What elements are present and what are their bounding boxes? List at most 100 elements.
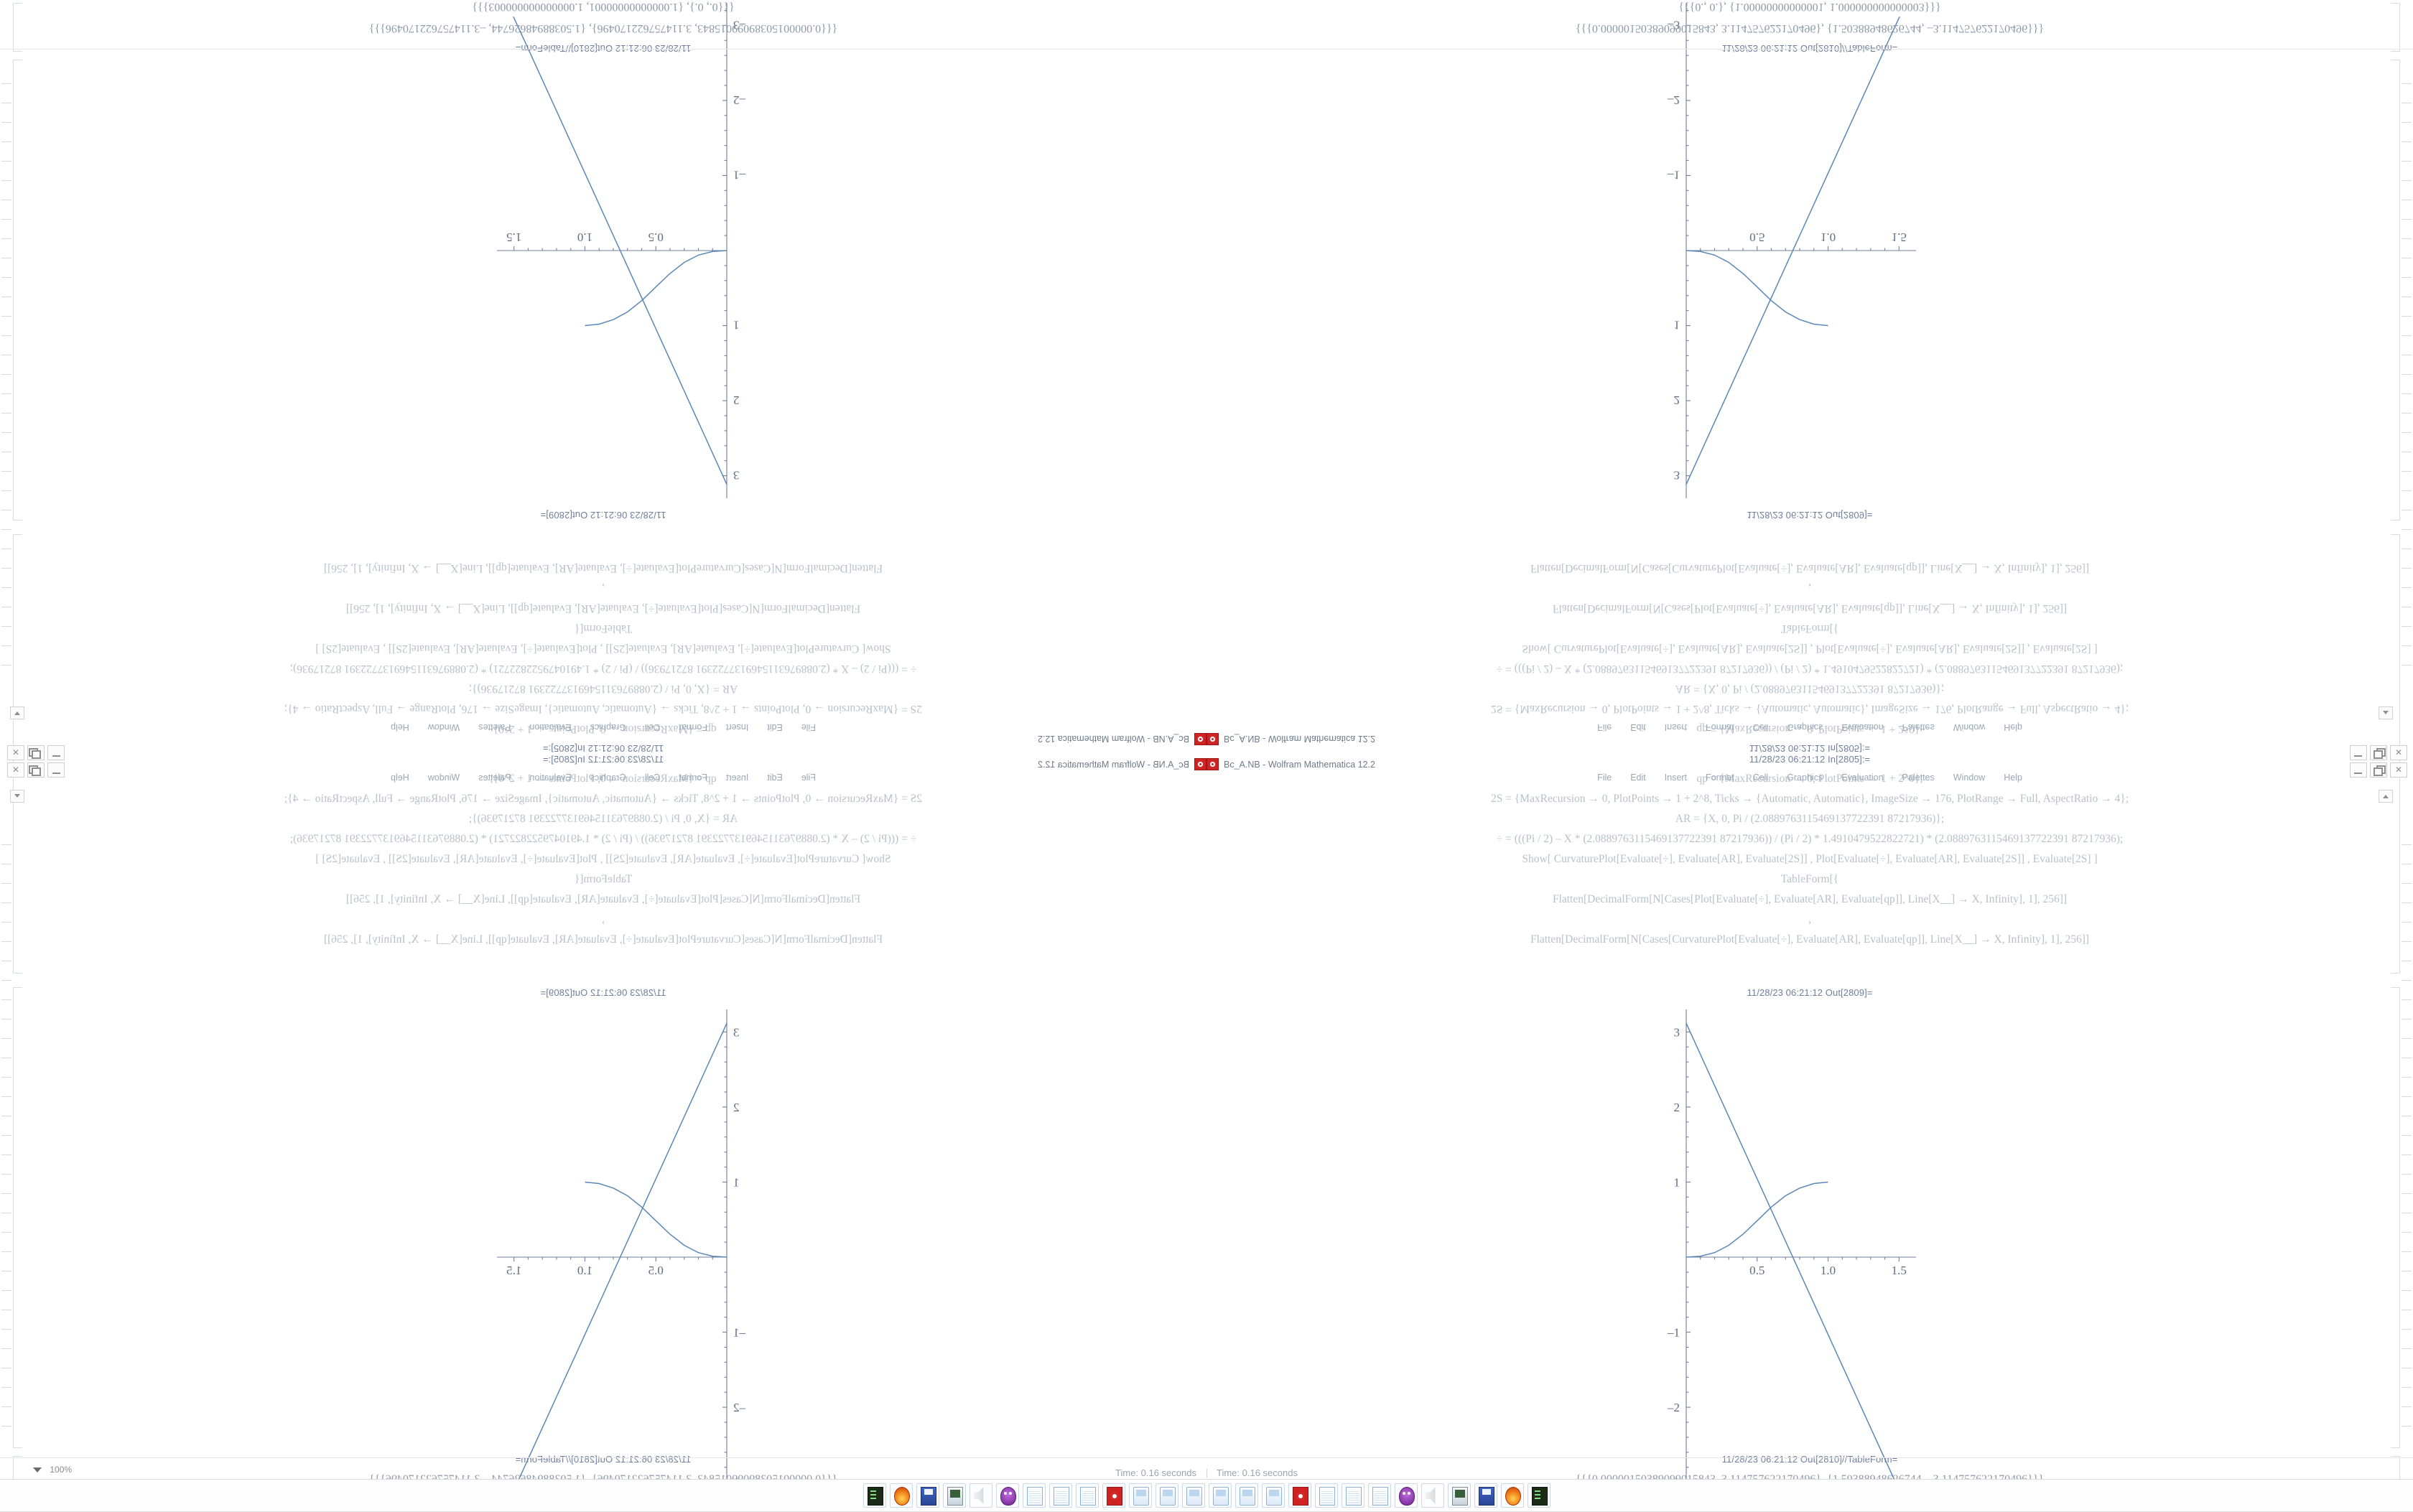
scroll-up-arrow-right[interactable] [2379,706,2393,719]
menu-item-edit[interactable]: Edit [767,773,783,783]
restore-button[interactable] [2370,745,2387,760]
menu-item-graphics[interactable]: Graphics [590,722,626,732]
close-button[interactable] [7,762,24,778]
taskbar-button[interactable] [1367,1483,1391,1508]
scroll-down-arrow-left[interactable] [10,706,24,719]
cell-bracket[interactable] [2391,987,2400,1448]
code-line[interactable]: 2S = {MaxRecursion → 0, PlotPoints → 1 +… [284,793,923,805]
cell-bracket[interactable] [2391,3,2400,52]
taskbar-button[interactable] [1128,1483,1152,1508]
input-cell[interactable]: 11/28/23 06:21:12 In[2805]:= qp = {MaxRec… [0,754,1206,950]
taskbar-button[interactable] [1049,1483,1072,1508]
window-controls-right-lower[interactable] [2350,762,2407,778]
taskbar-button[interactable] [916,1483,939,1508]
code-line[interactable]: Flatten[DecimalForm[N[Cases[Plot[Evaluat… [1552,893,2068,905]
code-line[interactable]: Flatten[DecimalForm[N[Cases[CurvaturePlo… [1530,933,2090,946]
code-line[interactable]: TableForm[{ [1780,873,1839,885]
taskbar-button[interactable] [1394,1483,1418,1508]
table-output-cell[interactable]: 11/28/23 06:21:12 Out[2810]//TableForm={… [0,0,1206,54]
taskbar-button[interactable] [1341,1483,1364,1508]
minimize-button[interactable] [2350,762,2367,778]
cell-bracket[interactable] [2391,60,2400,521]
taskbar-button[interactable] [1500,1483,1524,1508]
menu-item-help[interactable]: Help [391,773,409,783]
menu-item-edit[interactable]: Edit [767,722,783,732]
menu-item-graphics[interactable]: Graphics [590,773,626,783]
menu-item-edit[interactable]: Edit [1630,773,1646,783]
window-controls-left-upper[interactable] [7,745,65,760]
code-line[interactable]: , [1808,913,1811,925]
menu-item-evaluation[interactable]: Evaluation [1841,773,1884,783]
taskbar-button[interactable] [1527,1483,1550,1508]
code-line[interactable]: ÷ = (((Pi / 2) – X * (2.0889763115469137… [289,833,917,845]
scroll-down-arrow-right[interactable] [2379,790,2393,803]
scroll-up-arrow-left[interactable] [10,790,24,803]
code-line[interactable]: Flatten[DecimalForm[N[Cases[CurvaturePlo… [1530,562,2090,574]
menu-item-evaluation[interactable]: Evaluation [1841,722,1884,732]
zoom-level-bottom[interactable]: 100% [33,1465,72,1475]
cell-bracket[interactable] [13,987,22,1448]
code-line[interactable]: 2S = {MaxRecursion → 0, PlotPoints → 1 +… [284,703,923,715]
code-line[interactable]: Flatten[DecimalForm[N[Cases[Plot[Evaluat… [1552,602,2068,615]
taskbar-button[interactable] [863,1483,886,1508]
menu-item-insert[interactable]: Insert [725,773,749,783]
taskbar-button[interactable] [1022,1483,1046,1508]
window-controls-left-lower[interactable] [7,762,65,778]
code-line[interactable]: 2S = {MaxRecursion → 0, PlotPoints → 1 +… [1490,703,2129,715]
code-line[interactable]: Flatten[DecimalForm[N[Cases[CurvaturePlo… [323,562,883,574]
menu-item-help[interactable]: Help [391,722,409,732]
chevron-down-icon[interactable] [33,1467,42,1473]
menu-item-window[interactable]: Window [1953,773,1986,783]
restore-button[interactable] [2370,762,2387,778]
menu-item-format[interactable]: Format [1706,773,1734,783]
code-line[interactable]: qp = {MaxRecursion → 0, PlotPoints → 1 +… [1696,773,1923,785]
plot-output-cell[interactable]: 11/28/23 06:21:12 Out[2809]=0.51.01.5–3–… [0,987,1206,1508]
menu-item-file[interactable]: File [801,722,816,732]
code-line[interactable]: Show[ CurvaturePlot[Evaluate[÷], Evaluat… [1522,643,2098,655]
code-line[interactable]: AR = {X, 0, Pi / (2.08897631154691377223… [468,683,738,695]
menu-item-evaluation[interactable]: Evaluation [529,722,572,732]
menu-item-format[interactable]: Format [679,722,707,732]
menu-item-window[interactable]: Window [1953,722,1986,732]
restore-button[interactable] [27,745,45,760]
menu-item-file[interactable]: File [801,773,816,783]
code-line[interactable]: Show[ CurvaturePlot[Evaluate[÷], Evaluat… [315,643,891,655]
menu-item-palettes[interactable]: Palettes [478,773,511,783]
menu-item-file[interactable]: File [1597,722,1612,732]
taskbar-button[interactable] [1474,1483,1497,1508]
taskbar-button[interactable] [1102,1483,1125,1508]
menu-item-graphics[interactable]: Graphics [1787,773,1823,783]
taskbar-button[interactable] [1447,1483,1471,1508]
code-line[interactable]: Flatten[DecimalForm[N[Cases[Plot[Evaluat… [345,893,861,905]
taskbar-button[interactable] [1075,1483,1099,1508]
menu-item-cell[interactable]: Cell [644,773,661,783]
minimize-button[interactable] [47,745,65,760]
taskbar-button[interactable] [1235,1483,1258,1508]
menu-item-help[interactable]: Help [2004,773,2022,783]
restore-button[interactable] [27,762,45,778]
menu-item-cell[interactable]: Cell [644,722,661,732]
menu-item-insert[interactable]: Insert [1664,773,1688,783]
code-line[interactable]: 2S = {MaxRecursion → 0, PlotPoints → 1 +… [1490,793,2129,805]
code-line[interactable]: AR = {X, 0, Pi / (2.08897631154691377223… [468,813,738,825]
code-line[interactable]: AR = {X, 0, Pi / (2.08897631154691377223… [1675,813,1945,825]
menu-item-insert[interactable]: Insert [725,722,749,732]
menu-item-format[interactable]: Format [679,773,707,783]
menu-item-format[interactable]: Format [1706,722,1734,732]
taskbar-button[interactable] [1155,1483,1178,1508]
code-line[interactable]: , [602,913,605,925]
menu-item-evaluation[interactable]: Evaluation [529,773,572,783]
code-line[interactable]: Show[ CurvaturePlot[Evaluate[÷], Evaluat… [1522,853,2098,865]
menu-item-file[interactable]: File [1597,773,1612,783]
menu-item-cell[interactable]: Cell [1752,773,1769,783]
close-button[interactable] [2390,745,2407,760]
minimize-button[interactable] [47,762,65,778]
code-line[interactable]: , [602,582,605,594]
menu-item-edit[interactable]: Edit [1630,722,1646,732]
menu-item-palettes[interactable]: Palettes [1902,722,1935,732]
code-line[interactable]: AR = {X, 0, Pi / (2.08897631154691377223… [1675,683,1945,695]
code-line[interactable]: Flatten[DecimalForm[N[Cases[Plot[Evaluat… [345,602,861,615]
taskbar-button[interactable] [1261,1483,1285,1508]
